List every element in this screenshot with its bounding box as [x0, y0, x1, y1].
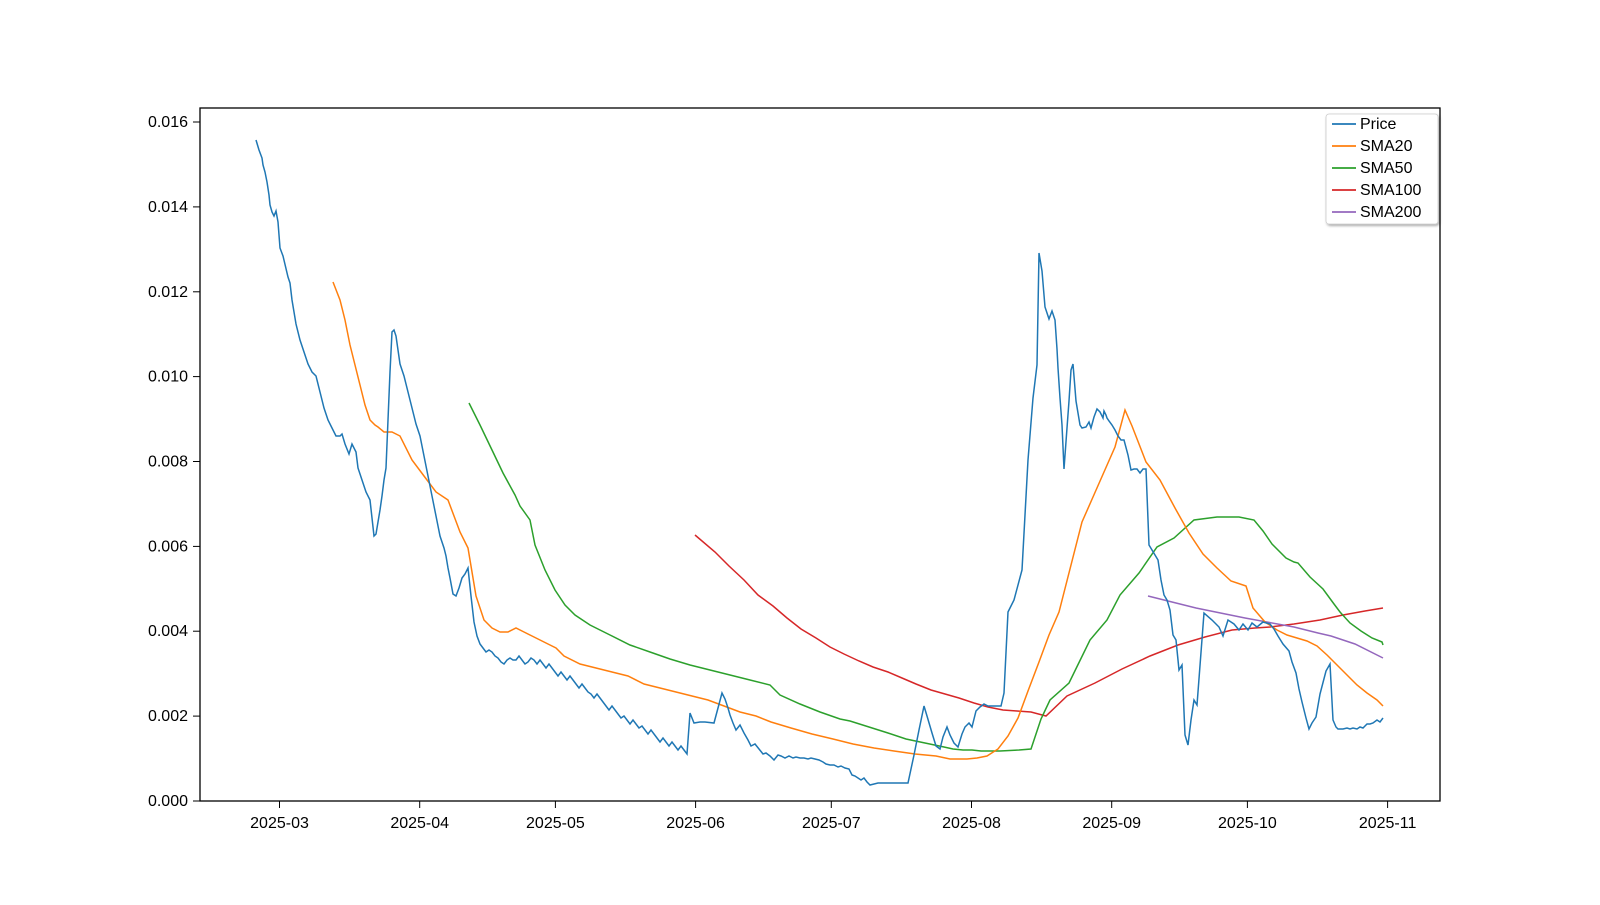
- svg-text:0.012: 0.012: [148, 284, 188, 301]
- svg-text:2025-11: 2025-11: [1359, 815, 1417, 832]
- svg-text:2025-03: 2025-03: [250, 815, 309, 832]
- svg-text:SMA20: SMA20: [1360, 138, 1413, 155]
- svg-text:0.006: 0.006: [148, 538, 188, 555]
- svg-text:2025-10: 2025-10: [1218, 815, 1277, 832]
- svg-text:0.016: 0.016: [148, 114, 188, 131]
- svg-text:2025-08: 2025-08: [942, 815, 1001, 832]
- svg-text:0.014: 0.014: [148, 199, 188, 216]
- svg-text:0.000: 0.000: [148, 793, 188, 810]
- svg-text:2025-07: 2025-07: [802, 815, 861, 832]
- svg-text:SMA50: SMA50: [1360, 160, 1413, 177]
- svg-text:SMA100: SMA100: [1360, 182, 1421, 199]
- svg-text:2025-09: 2025-09: [1082, 815, 1141, 832]
- svg-text:2025-06: 2025-06: [666, 815, 725, 832]
- svg-text:0.008: 0.008: [148, 454, 188, 471]
- svg-text:2025-05: 2025-05: [526, 815, 585, 832]
- svg-text:Price: Price: [1360, 116, 1397, 133]
- svg-text:0.010: 0.010: [148, 369, 188, 386]
- svg-text:SMA200: SMA200: [1360, 204, 1421, 221]
- svg-text:0.004: 0.004: [148, 623, 188, 640]
- svg-text:0.002: 0.002: [148, 708, 188, 725]
- svg-text:2025-04: 2025-04: [390, 815, 449, 832]
